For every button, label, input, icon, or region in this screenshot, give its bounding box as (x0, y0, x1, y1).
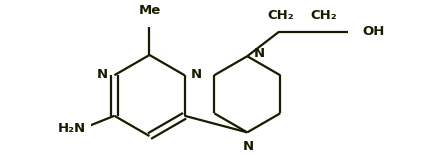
Text: N: N (97, 67, 108, 81)
Text: CH₂: CH₂ (309, 9, 336, 22)
Text: N: N (254, 47, 265, 60)
Text: Me: Me (138, 4, 160, 17)
Text: CH₂: CH₂ (266, 9, 293, 22)
Text: N: N (190, 67, 201, 81)
Text: H₂N: H₂N (58, 122, 86, 135)
Text: N: N (242, 140, 254, 153)
Text: OH: OH (362, 25, 384, 38)
